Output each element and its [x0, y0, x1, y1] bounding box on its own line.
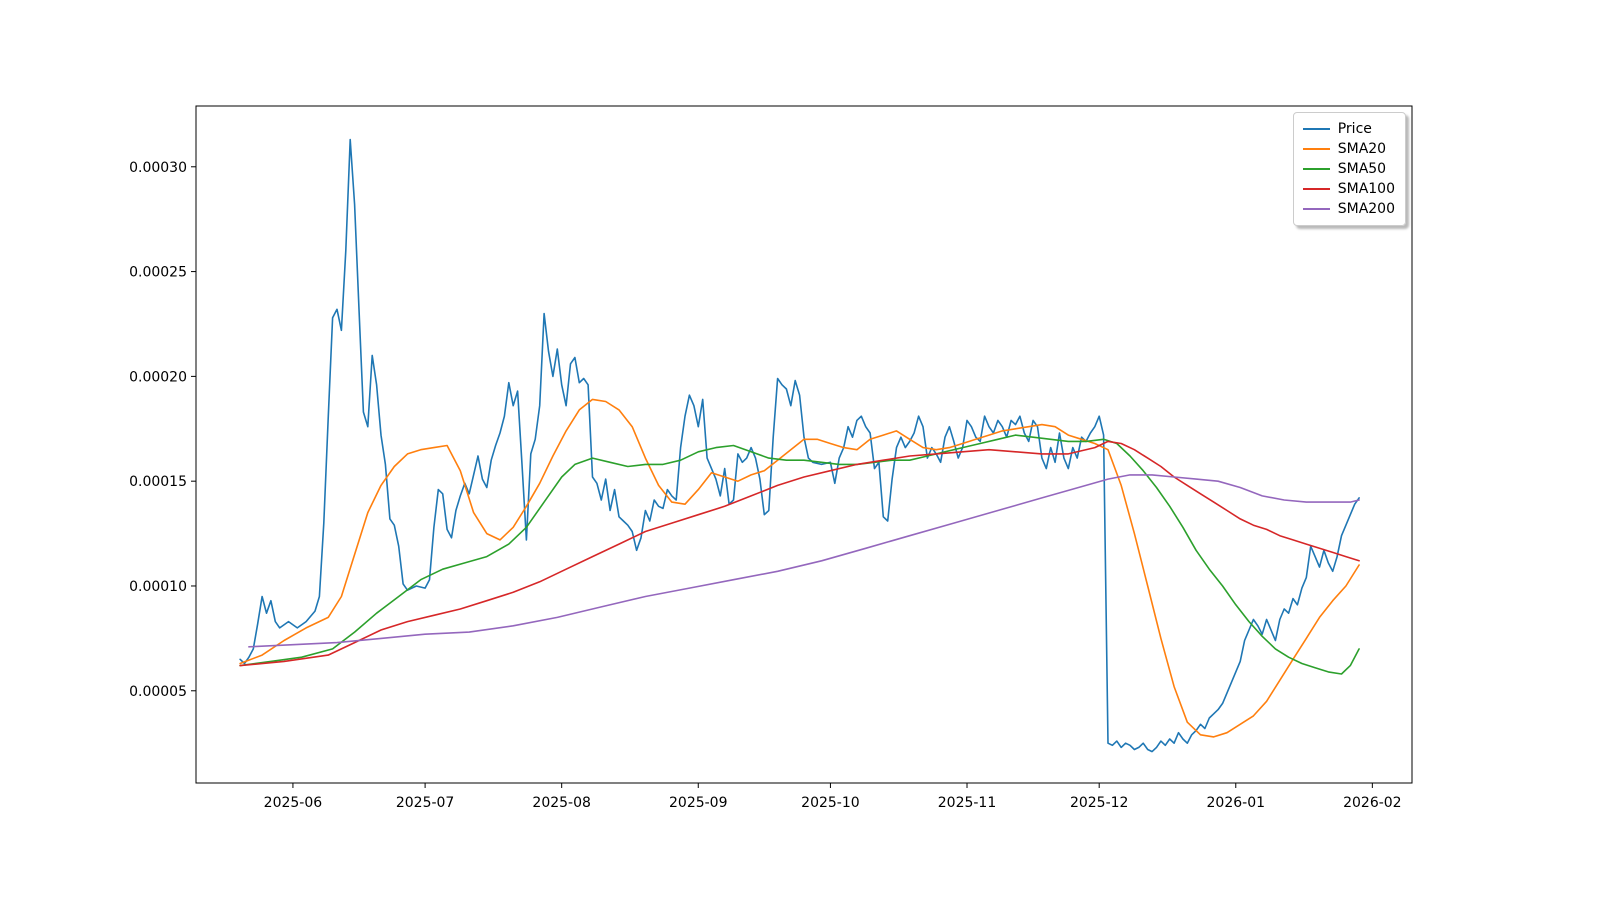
legend-label-sma100: SMA100 — [1337, 181, 1395, 197]
y-tick-label: 0.00005 — [129, 684, 187, 700]
y-tick-label: 0.00015 — [129, 474, 187, 490]
legend-label-sma200: SMA200 — [1337, 201, 1395, 217]
y-tick-label: 0.00025 — [129, 265, 187, 281]
series-line-sma100 — [239, 440, 1360, 667]
legend-item-sma200: SMA200 — [1302, 199, 1395, 219]
x-tick-label: 2025-12 — [1070, 795, 1129, 811]
legend-item-sma100: SMA100 — [1302, 179, 1395, 199]
legend-label-sma20: SMA20 — [1337, 141, 1387, 157]
x-tick-label: 2025-11 — [938, 795, 997, 811]
x-tick-label: 2026-01 — [1207, 795, 1266, 811]
series-line-sma200 — [248, 474, 1360, 648]
y-tick-label: 0.00020 — [129, 369, 187, 385]
legend-item-price: Price — [1302, 119, 1395, 139]
x-tick-label: 2025-08 — [532, 795, 591, 811]
x-tick-label: 2025-06 — [264, 795, 323, 811]
legend-line-price-icon — [1302, 128, 1330, 130]
legend-line-sma50-icon — [1302, 168, 1330, 170]
legend-line-sma20-icon — [1302, 148, 1330, 150]
axes-frame — [195, 105, 1413, 784]
x-tick-label: 2025-09 — [669, 795, 728, 811]
x-tick-label: 2025-07 — [396, 795, 455, 811]
y-tick-label: 0.00030 — [129, 160, 187, 176]
y-tick-label: 0.00010 — [129, 579, 187, 595]
series-line-price — [239, 138, 1360, 753]
legend-label-price: Price — [1337, 121, 1372, 137]
x-tick-label: 2026-02 — [1343, 795, 1402, 811]
legend-item-sma50: SMA50 — [1302, 159, 1395, 179]
legend-line-sma100-icon — [1302, 188, 1330, 190]
series-line-sma50 — [239, 434, 1360, 675]
legend-label-sma50: SMA50 — [1337, 161, 1387, 177]
legend-item-sma20: SMA20 — [1302, 139, 1395, 159]
chart-legend: Price SMA20 SMA50 SMA100 SMA200 — [1292, 112, 1406, 226]
x-tick-label: 2025-10 — [801, 795, 860, 811]
series-line-sma20 — [239, 398, 1360, 738]
legend-line-sma200-icon — [1302, 208, 1330, 210]
